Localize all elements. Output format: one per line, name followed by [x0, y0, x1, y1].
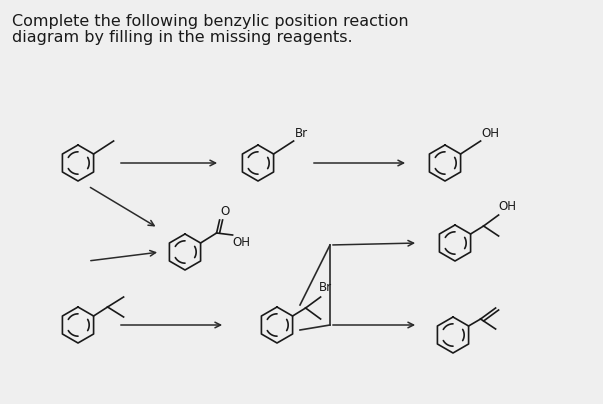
Text: Br: Br — [295, 127, 308, 140]
Text: Complete the following benzylic position reaction: Complete the following benzylic position… — [12, 14, 409, 29]
Text: diagram by filling in the missing reagents.: diagram by filling in the missing reagen… — [12, 30, 353, 45]
Text: O: O — [221, 205, 230, 218]
Text: OH: OH — [482, 127, 500, 140]
Text: Br: Br — [318, 281, 332, 294]
Text: OH: OH — [499, 200, 517, 213]
Text: OH: OH — [233, 236, 251, 249]
